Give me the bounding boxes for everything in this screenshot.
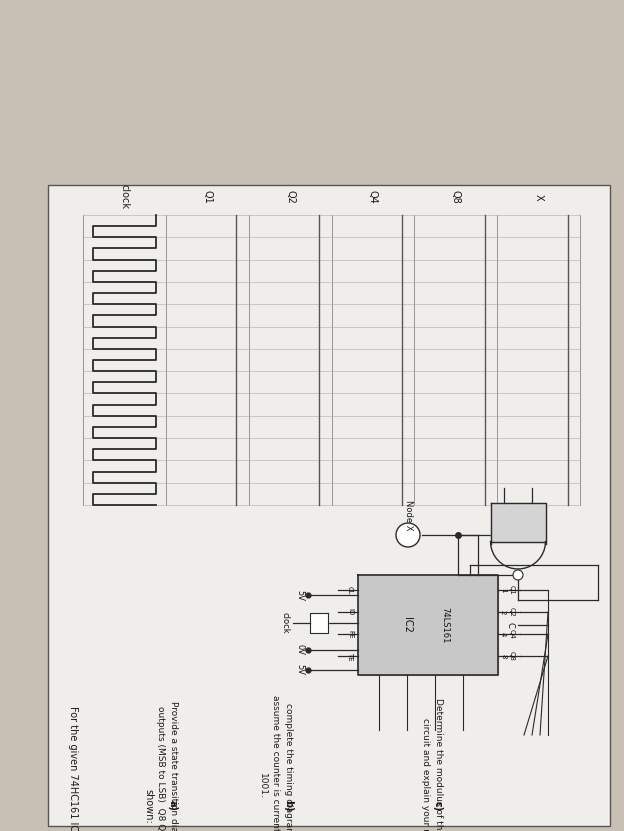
Text: c): c): [433, 801, 443, 811]
Text: Node X: Node X: [404, 499, 412, 530]
Polygon shape: [490, 503, 545, 542]
Text: 2: 2: [500, 610, 506, 614]
Text: 0V: 0V: [296, 645, 305, 656]
Bar: [48, 185, 610, 826]
Text: CL: CL: [347, 586, 353, 594]
Text: Q1: Q1: [202, 190, 212, 204]
Polygon shape: [310, 613, 328, 633]
Text: shown:: shown:: [143, 789, 153, 824]
Text: 4: 4: [500, 632, 506, 637]
Circle shape: [513, 570, 523, 580]
Text: 5V: 5V: [296, 665, 305, 676]
Text: IC2: IC2: [402, 617, 412, 633]
Text: Q8: Q8: [509, 651, 515, 661]
Text: C: C: [505, 622, 515, 628]
Polygon shape: [358, 575, 498, 675]
Text: 8: 8: [500, 654, 506, 658]
Text: 74LS161: 74LS161: [441, 607, 449, 643]
Text: 1: 1: [500, 588, 506, 593]
Text: For the given 74HC161 IC counter circuit: For the given 74HC161 IC counter circuit: [68, 706, 78, 831]
Text: Q4: Q4: [509, 629, 515, 639]
Text: complete the timing diagram below,
assume the counter is currently in state
1001: complete the timing diagram below, assum…: [258, 696, 293, 831]
Text: Q2: Q2: [285, 190, 295, 204]
Text: Q4: Q4: [368, 190, 378, 204]
Text: TE: TE: [347, 652, 353, 661]
Text: X: X: [534, 194, 544, 200]
Text: Provide a state transition diagram for
outputs (MSB to LSB)  Q8 Q4 Q2 Q1: Provide a state transition diagram for o…: [156, 701, 178, 831]
Text: Q8: Q8: [451, 190, 461, 204]
Text: PE: PE: [347, 630, 353, 638]
Text: b): b): [283, 800, 293, 812]
Text: Q2: Q2: [509, 607, 515, 617]
Text: clock: clock: [119, 184, 129, 209]
Text: Q1: Q1: [509, 585, 515, 595]
Text: clock: clock: [281, 612, 290, 634]
Text: a): a): [168, 800, 178, 812]
Text: Determine the modulus of the counter
circuit and explain your result: Determine the modulus of the counter cir…: [421, 699, 443, 831]
Circle shape: [396, 523, 420, 547]
Text: ID: ID: [347, 608, 353, 616]
Text: 5V: 5V: [296, 589, 305, 601]
